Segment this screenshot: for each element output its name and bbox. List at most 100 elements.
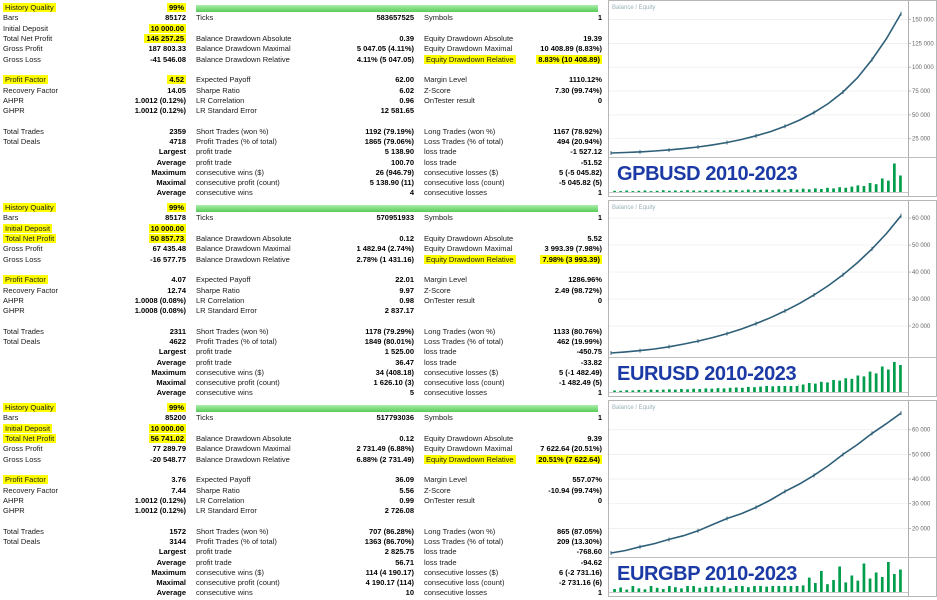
stats-row: Recovery Factor 12.74 Sharpe Ratio 9.97 Z-Sc…: [0, 285, 608, 295]
stat-value: 4.07: [171, 275, 186, 285]
stat-label: consecutive profit (count): [196, 178, 280, 188]
stat-label: Profit Trades (% of total): [196, 337, 277, 346]
stat-value: 85178: [165, 213, 186, 223]
stat-value: 0.12: [399, 434, 414, 444]
stat-label: Balance Drawdown Relative: [196, 454, 290, 464]
stat-label: Equity Drawdown Relative: [424, 454, 516, 464]
stats-row: History Quality 99%: [0, 403, 608, 413]
stat-value: 1 525.00: [384, 347, 414, 357]
stat-label: Margin Level: [424, 75, 467, 85]
stat-value: 0.96: [399, 95, 414, 105]
stat-value: 1: [597, 388, 602, 398]
stat-value: 1133 (80.76%): [553, 326, 602, 336]
stat-value: 1865 (79.06%): [364, 137, 414, 146]
stat-label: Loss Trades (% of total): [424, 337, 504, 346]
stat-value: 4622: [169, 337, 186, 346]
stat-label: Initial Deposit: [3, 23, 49, 33]
y-axis-tick-label: 30 000: [912, 502, 931, 508]
stat-label: Initial Deposit: [3, 423, 53, 433]
stat-value: 5: [409, 388, 414, 398]
stat-value: Maximal: [156, 578, 186, 588]
stat-label: Balance Drawdown Relative: [196, 54, 290, 64]
stat-value: 12 581.65: [380, 106, 414, 116]
stat-value: 209 (13.30%): [556, 537, 602, 546]
stat-label: Symbols: [424, 13, 453, 23]
history-quality-bar: [196, 204, 598, 212]
stat-value: 67 435.48: [152, 244, 186, 254]
stat-value: 5.52: [587, 234, 602, 244]
stat-value: 2311: [169, 326, 186, 336]
stat-label: Symbols: [424, 413, 453, 423]
stat-value: 99%: [166, 203, 186, 213]
stats-row: Total Net Profit 56 741.02 Balance Drawdow…: [0, 434, 608, 444]
stat-value: 2 837.17: [384, 306, 414, 316]
stats-row: Total Trades 2359 Short Trades (won %) 1192…: [0, 127, 608, 137]
stat-label: Sharpe Ratio: [196, 85, 240, 95]
stat-value: 22.01: [395, 275, 414, 285]
stat-label: Total Trades: [3, 326, 44, 336]
stat-value: Average: [156, 357, 186, 367]
stat-label: loss trade: [424, 157, 457, 167]
stat-value: 0: [597, 495, 602, 505]
stat-value: 1.0008 (0.08%): [134, 295, 186, 305]
stat-value: 36.47: [395, 357, 414, 367]
stat-value: 4.11% (5 047.05): [356, 54, 414, 64]
y-axis-tick-label: 75 000: [912, 89, 931, 95]
stats-row: Total Trades 2311 Short Trades (won %) 1178…: [0, 327, 608, 337]
stat-label: Margin Level: [424, 275, 467, 285]
stat-value: 1.0012 (0.12%): [134, 506, 186, 516]
stat-label: Profit Factor: [3, 75, 48, 85]
stat-value: 5 047.05 (4.11%): [356, 44, 414, 54]
curve-markers: [610, 213, 902, 355]
stat-value: 1192 (79.19%): [365, 126, 414, 136]
stat-label: consecutive profit (count): [196, 378, 280, 388]
stat-value: Maximum: [151, 167, 186, 177]
stat-value: 14.05: [167, 85, 186, 95]
stat-value: 7 622.64 (20.51%): [540, 444, 602, 454]
stat-label: profit trade: [196, 347, 232, 357]
stat-label: Balance Drawdown Absolute: [196, 34, 292, 44]
stat-value: 1.0012 (0.12%): [134, 495, 186, 505]
stats-row: Maximum consecutive wins ($) 26 (946.79) co…: [0, 168, 608, 178]
stats-row: Gross Profit 77 289.79 Balance Drawdown Ma…: [0, 444, 608, 454]
stat-value: -768.60: [576, 547, 602, 557]
chart-title: EURUSD 2010-2023: [615, 363, 799, 386]
stat-value: 3 993.39 (7.98%): [544, 244, 602, 254]
stat-label: Equity Drawdown Maximal: [424, 244, 513, 254]
stat-value: Average: [156, 188, 186, 198]
stat-value: 2 731.49 (6.88%): [356, 444, 414, 454]
stat-value: 99%: [166, 3, 186, 13]
stat-label: Total Deals: [3, 337, 41, 346]
stat-value: 10: [405, 588, 414, 598]
stat-value: -450.75: [576, 347, 602, 357]
stats-row: Largest profit trade 5 138.90 loss trade -1 …: [0, 147, 608, 157]
stat-value: 34 (408.18): [375, 367, 414, 377]
profit-bars: [613, 163, 902, 192]
stat-value: 5 (-1 482.49): [559, 367, 602, 377]
stat-label: Long Trades (won %): [424, 526, 496, 536]
stat-label: Expected Payoff: [196, 275, 251, 285]
stat-value: 1110.12%: [569, 75, 602, 85]
stats-row: [0, 116, 608, 126]
stat-value: Largest: [158, 147, 186, 157]
stat-value: 36.09: [395, 475, 414, 485]
stat-value: 5.56: [399, 485, 414, 495]
stats-row: Maximal consecutive profit (count) 1 626.1…: [0, 378, 608, 388]
stats-row: Total Deals 3144 Profit Trades (% of total…: [0, 537, 608, 547]
stat-label: Loss Trades (% of total): [424, 137, 504, 146]
stat-label: Z-Score: [424, 285, 451, 295]
stats-row: AHPR 1.0012 (0.12%) LR Correlation 0.96 OnTe…: [0, 96, 608, 106]
stat-value: Largest: [158, 547, 186, 557]
stat-label: Equity Drawdown Relative: [424, 254, 516, 264]
stat-label: consecutive loss (count): [424, 178, 505, 188]
stat-value: Largest: [158, 347, 186, 357]
stat-label: History Quality: [3, 403, 56, 413]
chart-panel-eurusd: 20 000 30 000 40 000 50 000 60 000 Balance / …: [608, 200, 937, 400]
stat-value: 0.39: [399, 34, 414, 44]
stats-row: Average profit trade 56.71 loss trade -94.62: [0, 557, 608, 567]
stats-row: [0, 265, 608, 275]
stat-value: -5 045.82 (5): [559, 178, 602, 188]
y-axis-tick-label: 125 000: [912, 41, 934, 47]
stat-label: OnTester result: [424, 95, 475, 105]
stat-label: Expected Payoff: [196, 475, 251, 485]
